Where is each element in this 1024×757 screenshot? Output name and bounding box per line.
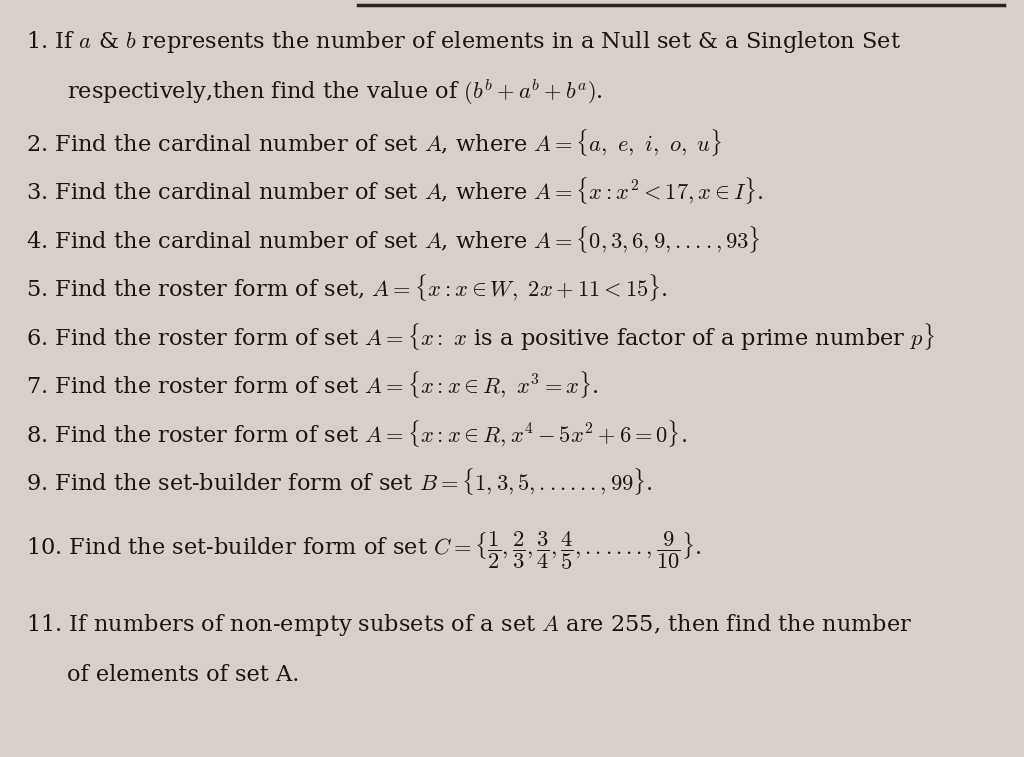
- Text: of elements of set A.: of elements of set A.: [67, 664, 299, 687]
- Text: respectively,then find the value of $(b^b+a^b+b^a)$.: respectively,then find the value of $(b^…: [67, 77, 602, 107]
- Text: 2. Find the cardinal number of set $A$, where $A=\{a,\ e,\ i,\ o,\ u\}$: 2. Find the cardinal number of set $A$, …: [26, 127, 722, 157]
- Text: 4. Find the cardinal number of set $A$, where $A=\{0,3,6,9,....,93\}$: 4. Find the cardinal number of set $A$, …: [26, 224, 760, 254]
- Text: 3. Find the cardinal number of set $A$, where $A=\{x:x^2<17, x\in I\}$.: 3. Find the cardinal number of set $A$, …: [26, 176, 763, 206]
- Text: 5. Find the roster form of set, $A=\{x:x\in W,\ 2x+11<15\}$.: 5. Find the roster form of set, $A=\{x:x…: [26, 273, 668, 303]
- Text: 7. Find the roster form of set $A=\{x:x\in R,\ x^3=x\}$.: 7. Find the roster form of set $A=\{x:x\…: [26, 369, 598, 400]
- Text: 9. Find the set-builder form of set $B=\{1,3,5,......,99\}$.: 9. Find the set-builder form of set $B=\…: [26, 466, 652, 497]
- Text: 10. Find the set-builder form of set $C=\{\dfrac{1}{2},\dfrac{2}{3},\dfrac{3}{4}: 10. Find the set-builder form of set $C=…: [26, 530, 701, 572]
- Text: 6. Find the roster form of set $A=\{x:\ x$ is a positive factor of a prime numbe: 6. Find the roster form of set $A=\{x:\ …: [26, 321, 934, 351]
- Text: 1. If $a$ & $b$ represents the number of elements in a Null set & a Singleton Se: 1. If $a$ & $b$ represents the number of…: [26, 29, 901, 55]
- Text: 8. Find the roster form of set $A=\{x:x\in R, x^4-5x^2+6=0\}$.: 8. Find the roster form of set $A=\{x:x\…: [26, 418, 687, 448]
- Text: 11. If numbers of non-empty subsets of a set $A$ are 255, then find the number: 11. If numbers of non-empty subsets of a…: [26, 612, 912, 637]
